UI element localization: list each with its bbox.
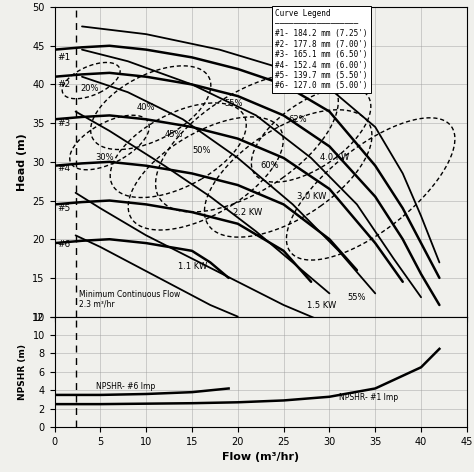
Text: 60%: 60%	[261, 161, 279, 170]
Text: #5: #5	[57, 204, 71, 213]
Text: 30%: 30%	[96, 153, 114, 162]
Text: 55%: 55%	[224, 99, 243, 108]
X-axis label: Flow (m³/hr): Flow (m³/hr)	[222, 453, 299, 463]
Text: 50%: 50%	[192, 146, 210, 155]
Y-axis label: NPSHR (m): NPSHR (m)	[18, 344, 27, 400]
Text: #2: #2	[57, 80, 70, 89]
Text: 55%: 55%	[347, 293, 366, 302]
Text: 45%: 45%	[164, 130, 183, 139]
Text: 4.0 KW: 4.0 KW	[320, 153, 349, 162]
Text: #4: #4	[57, 163, 70, 173]
Text: 2.2 KW: 2.2 KW	[233, 208, 263, 217]
Text: #1: #1	[57, 53, 71, 62]
Text: NPSHR- #1 Imp: NPSHR- #1 Imp	[338, 393, 398, 402]
Text: Minimum Continuous Flow
2.3 m³/hr: Minimum Continuous Flow 2.3 m³/hr	[79, 289, 181, 309]
Y-axis label: Head (m): Head (m)	[17, 133, 27, 191]
Text: #6: #6	[57, 240, 71, 249]
Text: 5.5 KW: 5.5 KW	[325, 68, 354, 77]
Text: #3: #3	[57, 118, 71, 127]
Text: 1.5 KW: 1.5 KW	[307, 301, 336, 310]
Text: 1.1 KW: 1.1 KW	[178, 262, 208, 271]
Text: 3.0 KW: 3.0 KW	[297, 192, 327, 201]
Text: NPSHR- #6 Imp: NPSHR- #6 Imp	[96, 382, 155, 391]
Text: Curve Legend
——————————————————
#1- 184.2 mm (7.25')
#2- 177.8 mm (7.00')
#3- 16: Curve Legend —————————————————— #1- 184.…	[275, 8, 368, 91]
Text: 20%: 20%	[80, 84, 99, 93]
Text: 62%: 62%	[288, 115, 307, 124]
Text: 40%: 40%	[137, 103, 155, 112]
